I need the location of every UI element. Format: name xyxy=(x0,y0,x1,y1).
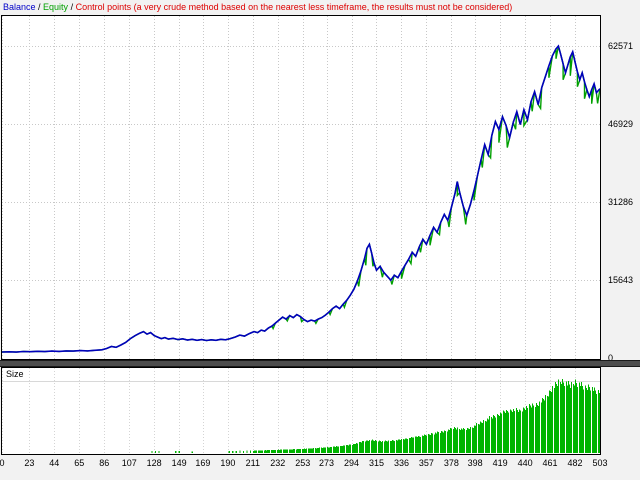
x-tick-label: 107 xyxy=(121,458,137,468)
size-chart: Size xyxy=(1,367,601,455)
x-tick-label: 44 xyxy=(49,458,60,468)
x-axis-labels: 0 23 44 65 86 107 128 149 169 190 211 232 253 273 294 3… xyxy=(0,457,640,469)
x-tick-label: 315 xyxy=(368,458,384,468)
panel-splitter xyxy=(0,360,640,367)
y-tick-label: 31286 xyxy=(608,196,634,207)
x-tick-label: 169 xyxy=(195,458,211,468)
y-tick-label: 0 xyxy=(608,353,614,363)
size-panel-label: Size xyxy=(6,369,24,379)
x-tick-label: 0 xyxy=(0,458,5,468)
x-tick-label: 398 xyxy=(467,458,483,468)
legend-segment: Equity xyxy=(43,2,69,12)
balance-equity-chart xyxy=(1,15,601,360)
legend-segment: Control points (a very crude method base… xyxy=(75,2,513,12)
x-tick-label: 273 xyxy=(319,458,335,468)
x-tick-label: 211 xyxy=(245,458,261,468)
legend-segment: Balance xyxy=(3,2,36,12)
balance-equity-plot xyxy=(2,16,600,359)
x-tick-label: 461 xyxy=(542,458,558,468)
x-tick-label: 503 xyxy=(592,458,608,468)
chart-legend: Balance / Equity / Control points (a ver… xyxy=(0,0,640,15)
x-tick-label: 294 xyxy=(344,458,360,468)
legend-segment: / xyxy=(68,2,76,12)
x-tick-label: 253 xyxy=(295,458,311,468)
y-tick-label: 46929 xyxy=(608,118,634,129)
size-bars-plot xyxy=(2,368,600,454)
x-tick-label: 336 xyxy=(393,458,409,468)
x-tick-label: 440 xyxy=(517,458,533,468)
x-tick-label: 86 xyxy=(99,458,110,468)
x-tick-label: 149 xyxy=(171,458,187,468)
legend-segment: / xyxy=(35,2,44,12)
x-tick-label: 128 xyxy=(146,458,162,468)
y-axis-labels: 62571 46929 31286 15643 0 xyxy=(604,15,640,363)
y-tick-label: 15643 xyxy=(608,274,634,285)
x-tick-label: 23 xyxy=(24,458,35,468)
x-tick-label: 378 xyxy=(443,458,459,468)
x-tick-label: 232 xyxy=(270,458,286,468)
x-tick-label: 65 xyxy=(74,458,85,468)
x-tick-label: 419 xyxy=(492,458,508,468)
x-tick-label: 482 xyxy=(567,458,583,468)
y-tick-label: 62571 xyxy=(608,41,634,51)
x-tick-label: 357 xyxy=(418,458,434,468)
x-tick-label: 190 xyxy=(220,458,236,468)
size-header-divider xyxy=(2,381,600,382)
